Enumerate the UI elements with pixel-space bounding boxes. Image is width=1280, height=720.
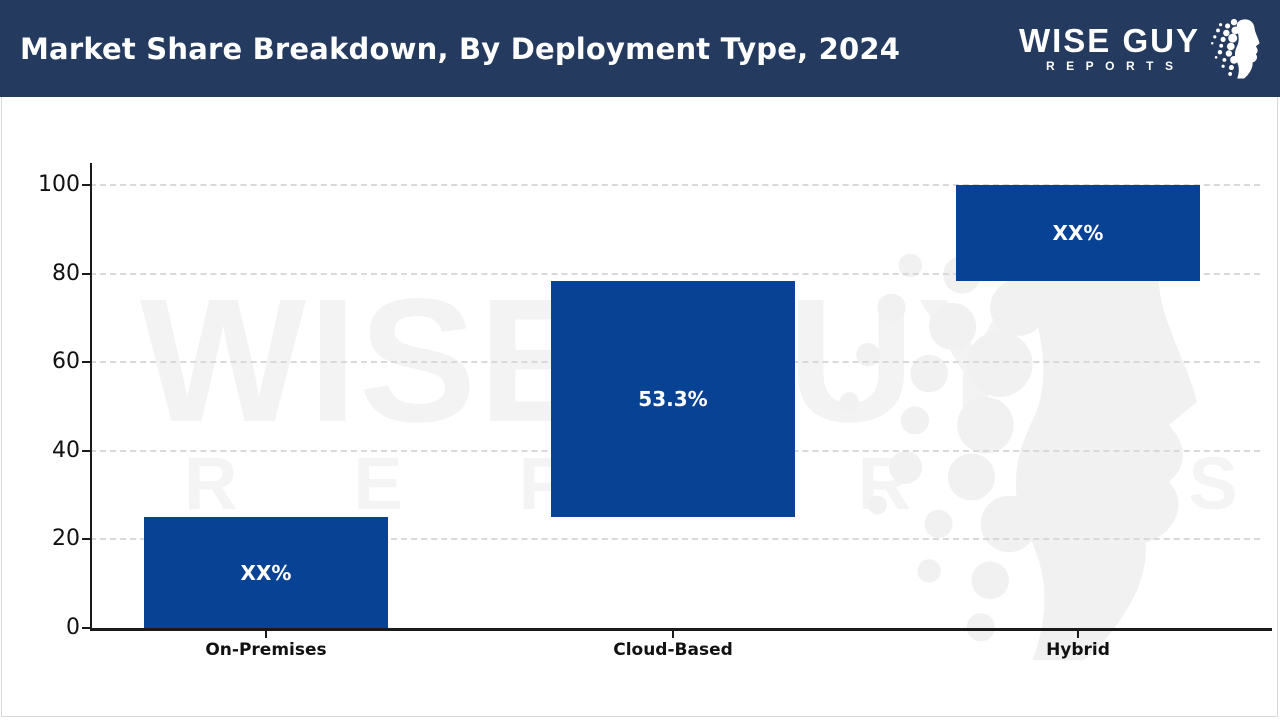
bar-hybrid: XX% [956,185,1200,282]
x-tick-mark-1 [265,630,267,638]
y-tick-label-0: 0 [66,615,80,640]
bar-value-label: XX% [1052,221,1104,246]
plot-area: 0 20 40 60 80 100 XX% 53.3% XX% On-Premises Cloud-… [2,97,1277,716]
y-tick-mark-60 [82,361,90,364]
y-tick-mark-80 [82,272,90,275]
y-axis-spine [90,163,92,631]
gridline-80 [90,272,1260,275]
logo-face-icon [1202,5,1266,93]
chart-title: Market Share Breakdown, By Deployment Ty… [20,31,901,66]
y-tick-mark-20 [82,538,90,541]
y-tick-label-80: 80 [52,260,80,286]
y-tick-label-20: 20 [52,526,80,552]
y-tick-label-60: 60 [52,349,80,375]
y-tick-label-40: 40 [52,437,80,463]
y-tick-mark-40 [82,449,90,452]
bar-cloud-based: 53.3% [551,281,795,518]
x-tick-label-2: Cloud-Based [613,640,733,660]
logo-wordmark: WISE GUY [1018,21,1200,59]
bar-value-label: 53.3% [638,387,708,412]
x-tick-mark-3 [1077,630,1079,638]
y-tick-label-100: 100 [38,172,80,198]
header-bar: Market Share Breakdown, By Deployment Ty… [0,0,1280,97]
x-axis-spine [90,628,1272,631]
gridline-100 [90,184,1260,187]
bar-value-label: XX% [240,560,292,585]
x-tick-mark-2 [672,630,674,638]
y-tick-mark-0 [82,627,90,629]
x-tick-label-3: Hybrid [1046,640,1110,660]
logo-subtitle: REPORTS [1045,59,1185,74]
x-tick-label-1: On-Premises [205,640,327,660]
logo-text: WISE GUY REPORTS [1018,21,1200,74]
wise-guy-reports-logo: WISE GUY REPORTS [1019,5,1266,93]
bar-on-premises: XX% [144,517,388,628]
y-tick-mark-100 [82,184,90,187]
chart-canvas: WISE GUY REPORTS 020406080100XX%53.3%XX%… [1,97,1278,717]
gridline-20 [90,538,1260,541]
